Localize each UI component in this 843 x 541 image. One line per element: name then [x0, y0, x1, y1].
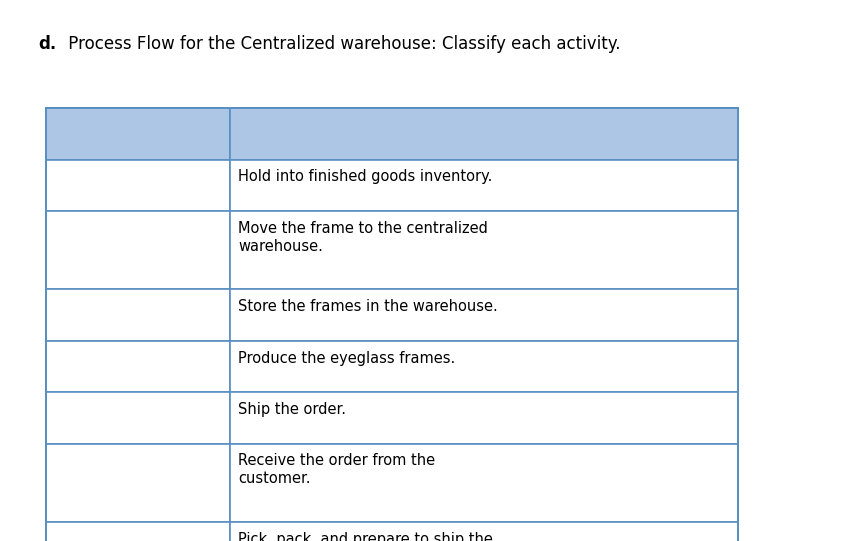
Text: Receive the order from the
customer.: Receive the order from the customer. [238, 453, 435, 486]
Bar [46, 289, 229, 341]
Bar [229, 289, 738, 341]
Text: Ship the order.: Ship the order. [238, 402, 346, 417]
Bar [46, 444, 229, 522]
Text: Process Flow for the Centralized warehouse: Classify each activity.: Process Flow for the Centralized warehou… [63, 35, 620, 53]
Bar [229, 160, 738, 211]
Bar [229, 211, 738, 289]
Bar [46, 522, 229, 541]
Text: Produce the eyeglass frames.: Produce the eyeglass frames. [238, 351, 455, 366]
Bar [46, 160, 229, 211]
Text: Move the frame to the centralized
warehouse.: Move the frame to the centralized wareho… [238, 221, 488, 254]
Bar [46, 392, 229, 444]
Text: d.: d. [38, 35, 56, 53]
Bar [46, 108, 738, 541]
Bar [229, 392, 738, 444]
Bar [229, 341, 738, 392]
Text: Pick, pack, and prepare to ship the
order.: Pick, pack, and prepare to ship the orde… [238, 532, 493, 541]
Text: Hold into finished goods inventory.: Hold into finished goods inventory. [238, 169, 492, 184]
Bar [46, 108, 229, 160]
Text: Store the frames in the warehouse.: Store the frames in the warehouse. [238, 299, 497, 314]
Bar [229, 444, 738, 522]
Bar [229, 522, 738, 541]
Bar [46, 211, 229, 289]
Bar [46, 341, 229, 392]
Bar [229, 108, 738, 160]
